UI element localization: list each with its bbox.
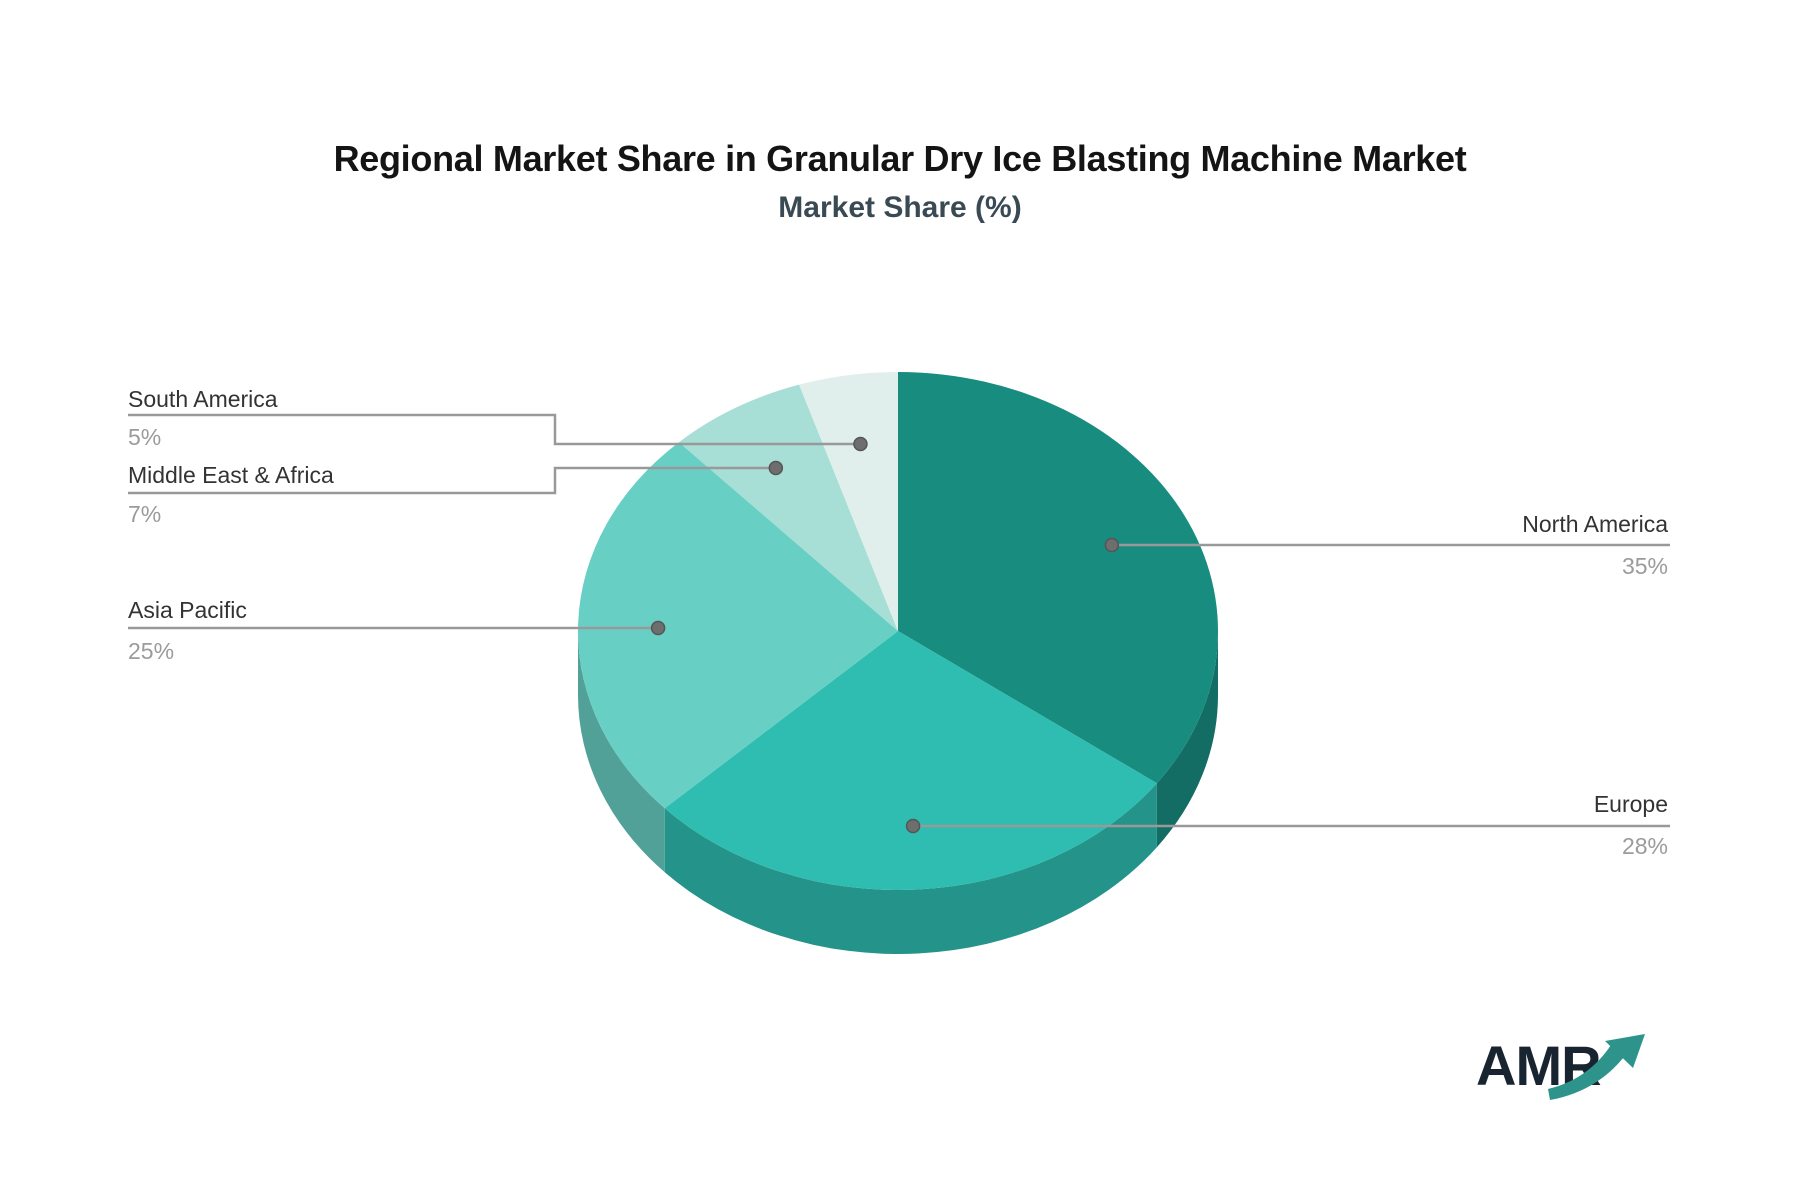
trend-arrow-icon: [1548, 1034, 1645, 1100]
slice-label-south-america: South America: [128, 386, 278, 413]
slice-pct-north-america: 35%: [1622, 553, 1668, 580]
slice-pct-south-america: 5%: [128, 424, 161, 451]
slice-pct-text: 25%: [128, 638, 175, 664]
chart-title: Regional Market Share in Granular Dry Ic…: [333, 138, 1467, 179]
pie-slice-asia-pacific[interactable]: [577, 442, 898, 809]
pie-slice-middle-east-africa[interactable]: [678, 384, 898, 631]
leader-dot-middle-east-africa: [768, 460, 784, 476]
pie-slice-side-north-america: [1156, 631, 1218, 848]
slice-pct-asia-pacific: 25%: [128, 638, 174, 665]
pie-slice-side-europe: [664, 783, 1157, 955]
slice-pct-middle-east-africa: 7%: [128, 501, 161, 528]
slice-label-europe: Europe: [1594, 791, 1668, 818]
leader-line-south-america: [128, 413, 861, 446]
leader-dot-south-america: [853, 436, 868, 452]
leader-dot-europe: [905, 818, 921, 834]
slice-label-middle-east-africa: Middle East & Africa: [128, 462, 334, 489]
pie-slice-side-asia-pacific: [578, 631, 665, 873]
pie-slice-south-america[interactable]: [799, 372, 898, 631]
slice-label-text: South America: [128, 386, 278, 412]
slice-pct-europe: 28%: [1622, 833, 1668, 860]
slice-label-text: Europe: [1593, 791, 1668, 817]
chart-subtitle: Market Share (%): [778, 191, 1022, 224]
slice-label-north-america: North America: [1522, 511, 1668, 538]
slice-pct-text: 5%: [128, 424, 162, 450]
slice-pct-text: 28%: [1621, 833, 1668, 859]
slice-label-text: Asia Pacific: [128, 597, 247, 623]
leader-dot-asia-pacific: [650, 620, 666, 636]
slice-pct-text: 7%: [128, 501, 162, 527]
leader-line-middle-east-africa: [128, 466, 776, 495]
slice-label-text: Middle East & Africa: [128, 462, 334, 488]
leader-dot-north-america: [1104, 537, 1120, 553]
slice-pct-text: 35%: [1621, 553, 1668, 579]
pie-slice-north-america[interactable]: [898, 372, 1219, 784]
slice-label-asia-pacific: Asia Pacific: [128, 597, 247, 624]
slice-label-text: North America: [1522, 511, 1668, 537]
